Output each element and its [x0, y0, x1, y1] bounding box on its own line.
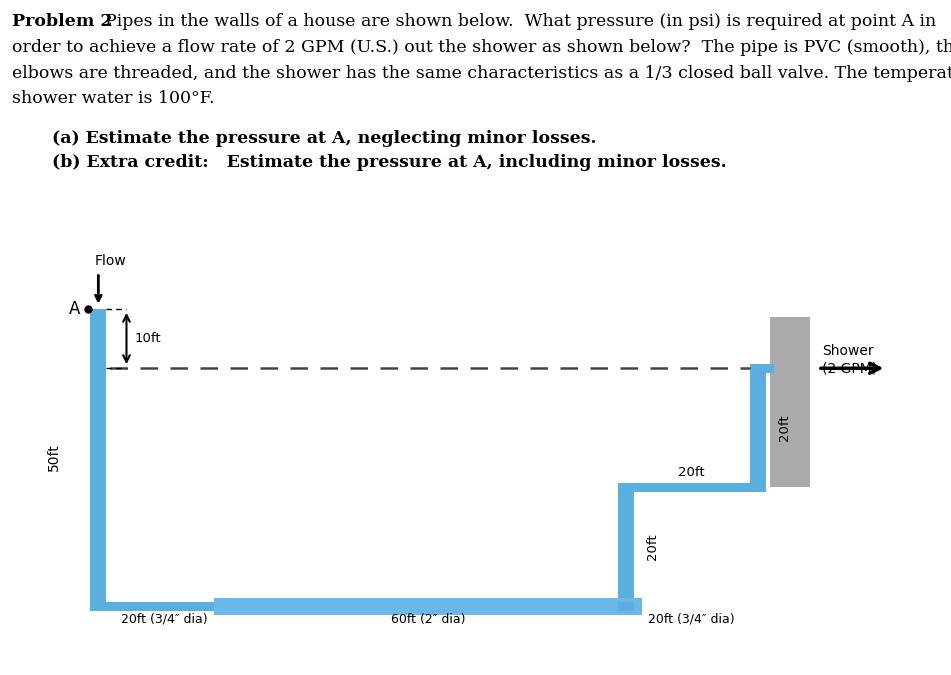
Bar [769, 317, 810, 487]
Bar [98, 602, 230, 610]
Bar [626, 483, 758, 491]
Bar [230, 598, 626, 615]
Text: Problem 2: Problem 2 [12, 14, 113, 30]
Text: 20ft (3/4″ dia): 20ft (3/4″ dia) [649, 613, 735, 626]
Text: Flow: Flow [94, 254, 126, 269]
Bar [749, 369, 766, 487]
Bar [618, 483, 633, 491]
Text: (b) Extra credit:   Estimate the pressure at A, including minor losses.: (b) Extra credit: Estimate the pressure … [52, 154, 727, 171]
Text: order to achieve a flow rate of 2 GPM (U.S.) out the shower as shown below?  The: order to achieve a flow rate of 2 GPM (U… [12, 39, 951, 56]
Text: 20ft: 20ft [678, 466, 705, 479]
Bar [610, 598, 642, 615]
Text: 20ft (3/4″ dia): 20ft (3/4″ dia) [121, 613, 207, 626]
Text: Shower
(2 GPM): Shower (2 GPM) [822, 344, 877, 376]
Bar [618, 602, 633, 610]
Bar [90, 308, 107, 606]
Bar [749, 364, 766, 373]
Bar [749, 483, 766, 491]
Text: 20ft: 20ft [646, 533, 659, 560]
Bar [214, 598, 246, 615]
Text: shower water is 100°F.: shower water is 100°F. [12, 90, 215, 107]
Bar [618, 487, 633, 606]
Bar [90, 602, 107, 610]
Text: (a) Estimate the pressure at A, neglecting minor losses.: (a) Estimate the pressure at A, neglecti… [52, 130, 597, 146]
Text: elbows are threaded, and the shower has the same characteristics as a 1/3 closed: elbows are threaded, and the shower has … [12, 65, 951, 82]
Text: 50ft: 50ft [48, 443, 61, 471]
Bar [758, 364, 774, 373]
Text: 20ft: 20ft [778, 414, 790, 441]
Text: 10ft: 10ft [134, 332, 161, 345]
Text: 60ft (2″ dia): 60ft (2″ dia) [391, 613, 465, 626]
Text: A: A [69, 300, 81, 318]
Text: Pipes in the walls of a house are shown below.  What pressure (in psi) is requir: Pipes in the walls of a house are shown … [105, 14, 936, 30]
